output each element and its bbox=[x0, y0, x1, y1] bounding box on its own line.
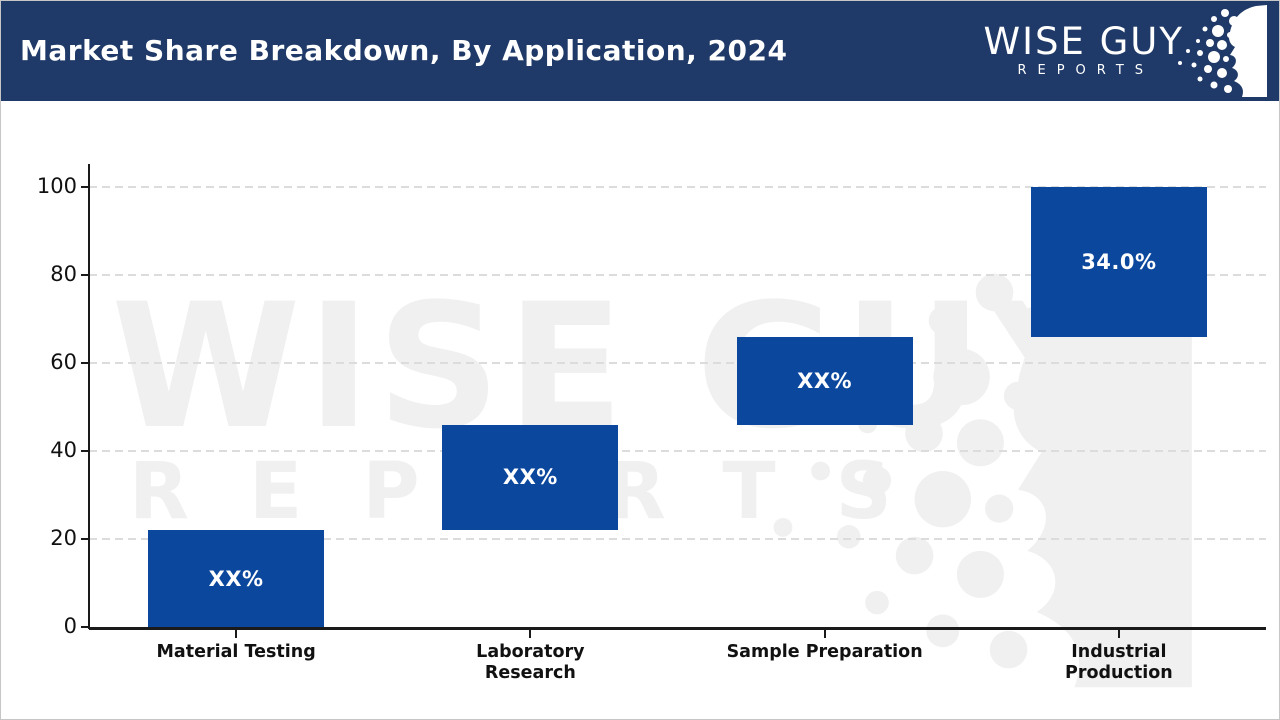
header-bar: Market Share Breakdown, By Application, … bbox=[1, 1, 1279, 101]
plot: 0 20 40 60 80 100 XX% Material Testing XX% Labora… bbox=[1, 101, 1279, 719]
brand-logo-text: WISE GUY REPORTS bbox=[984, 23, 1184, 78]
y-axis-line bbox=[88, 164, 90, 629]
gridline bbox=[89, 274, 1266, 276]
bar-value-label: XX% bbox=[797, 368, 853, 393]
y-tick-mark bbox=[81, 274, 89, 276]
y-tick-label: 20 bbox=[50, 526, 77, 550]
y-tick-label: 100 bbox=[36, 174, 77, 198]
logo-face-icon bbox=[1178, 4, 1267, 97]
bar-value-label: XX% bbox=[502, 465, 558, 490]
brand-logo: WISE GUY REPORTS bbox=[984, 4, 1270, 97]
x-axis-label: Industrial Production bbox=[1065, 642, 1173, 683]
logo-subtitle: REPORTS bbox=[1017, 63, 1155, 78]
bar: 34.0% bbox=[1030, 187, 1207, 337]
logo-wordmark: WISE GUY bbox=[983, 20, 1184, 63]
chart-area: WISE GUY REPORTS 020406080100XX%Material… bbox=[1, 101, 1279, 719]
bar-value-label: 34.0% bbox=[1081, 249, 1157, 274]
bar: XX% bbox=[442, 424, 619, 531]
y-tick-label: 0 bbox=[63, 614, 77, 638]
y-tick-label: 80 bbox=[50, 262, 77, 286]
x-axis-label: Laboratory Research bbox=[476, 642, 585, 683]
x-axis-label: Material Testing bbox=[156, 642, 316, 662]
y-tick-mark bbox=[81, 186, 89, 188]
gridline bbox=[89, 538, 1266, 540]
gridline bbox=[89, 186, 1266, 188]
bar-value-label: XX% bbox=[208, 566, 264, 591]
x-axis-line bbox=[89, 627, 1266, 630]
bar: XX% bbox=[148, 530, 325, 627]
x-tick-mark bbox=[1117, 629, 1120, 638]
x-axis-label: Sample Preparation bbox=[726, 642, 923, 662]
x-tick-mark bbox=[823, 629, 826, 638]
y-tick-mark bbox=[81, 626, 89, 628]
gridline bbox=[89, 362, 1266, 364]
y-tick-mark bbox=[81, 538, 89, 540]
x-tick-mark bbox=[529, 629, 532, 638]
y-tick-label: 60 bbox=[50, 350, 77, 374]
chart-title: Market Share Breakdown, By Application, … bbox=[20, 34, 788, 67]
bar: XX% bbox=[736, 336, 913, 425]
x-tick-mark bbox=[235, 629, 238, 638]
y-tick-mark bbox=[81, 362, 89, 364]
gridline bbox=[89, 450, 1266, 452]
y-tick-mark bbox=[81, 450, 89, 452]
y-tick-label: 40 bbox=[50, 438, 77, 462]
